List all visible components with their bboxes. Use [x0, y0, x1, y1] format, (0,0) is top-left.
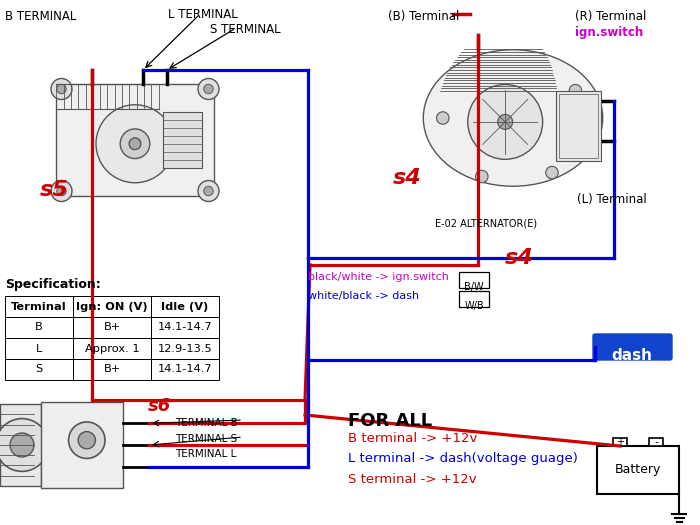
Circle shape — [198, 79, 219, 100]
Text: Approx. 1: Approx. 1 — [85, 343, 139, 353]
Bar — [459, 272, 489, 288]
Circle shape — [10, 433, 34, 457]
Ellipse shape — [424, 50, 603, 186]
Text: dash: dash — [612, 348, 652, 363]
Bar — [151, 338, 219, 359]
Circle shape — [57, 85, 66, 94]
Circle shape — [120, 129, 150, 159]
Bar — [56, 84, 213, 196]
Bar — [41, 402, 122, 488]
Bar — [1, 404, 41, 486]
Circle shape — [129, 138, 141, 150]
Text: Ign: ON (V): Ign: ON (V) — [76, 301, 148, 311]
Text: TERMINAL L: TERMINAL L — [175, 449, 237, 459]
Text: 14.1-14.7: 14.1-14.7 — [158, 322, 212, 332]
Circle shape — [437, 112, 449, 124]
Text: E-02 ALTERNATOR(E): E-02 ALTERNATOR(E) — [435, 218, 537, 228]
Text: B/W: B/W — [464, 282, 484, 292]
Bar — [5, 359, 73, 380]
Text: S TERMINAL: S TERMINAL — [210, 23, 281, 36]
Bar — [5, 338, 73, 359]
Text: TERMINAL B: TERMINAL B — [175, 418, 238, 428]
Bar — [162, 112, 202, 168]
Bar — [649, 438, 663, 446]
Circle shape — [475, 170, 488, 183]
Text: white/black -> dash: white/black -> dash — [308, 291, 419, 301]
Circle shape — [69, 422, 105, 458]
Bar — [151, 317, 219, 338]
Circle shape — [51, 181, 72, 202]
Bar — [613, 438, 627, 446]
Bar — [597, 446, 679, 494]
Bar — [73, 317, 151, 338]
Circle shape — [204, 85, 214, 94]
Text: (L) Terminal: (L) Terminal — [577, 193, 647, 206]
Text: B terminal -> +12v: B terminal -> +12v — [348, 432, 477, 445]
Text: S: S — [36, 364, 43, 374]
Circle shape — [51, 79, 72, 100]
Text: s4: s4 — [505, 248, 533, 268]
Text: +: + — [616, 437, 624, 447]
Circle shape — [498, 114, 512, 129]
FancyBboxPatch shape — [593, 334, 672, 360]
Bar — [73, 296, 151, 317]
Bar — [5, 296, 73, 317]
Circle shape — [546, 166, 558, 179]
Bar — [151, 359, 219, 380]
Text: 14.1-14.7: 14.1-14.7 — [158, 364, 212, 374]
Bar — [73, 359, 151, 380]
Circle shape — [57, 186, 66, 196]
Text: Battery: Battery — [615, 464, 662, 477]
Bar — [151, 296, 219, 317]
Text: FOR ALL: FOR ALL — [348, 412, 432, 430]
Circle shape — [0, 418, 48, 471]
Circle shape — [78, 432, 95, 449]
Bar — [559, 93, 598, 158]
Bar — [73, 338, 151, 359]
Text: W/B: W/B — [464, 301, 484, 311]
Text: s4: s4 — [393, 168, 421, 188]
Circle shape — [96, 105, 174, 183]
Bar — [459, 291, 489, 307]
Text: s6: s6 — [148, 397, 172, 415]
Text: -: - — [654, 437, 658, 447]
Text: TERMINAL S: TERMINAL S — [175, 434, 237, 444]
Text: B TERMINAL: B TERMINAL — [5, 10, 76, 23]
Text: Idle (V): Idle (V) — [162, 301, 209, 311]
Text: L TERMINAL: L TERMINAL — [168, 8, 238, 21]
Text: (B) Terminal: (B) Terminal — [388, 10, 459, 23]
Text: 12.9-13.5: 12.9-13.5 — [158, 343, 212, 353]
Text: B+: B+ — [104, 364, 120, 374]
Circle shape — [569, 85, 582, 97]
Bar — [556, 91, 601, 161]
Circle shape — [198, 181, 219, 202]
Bar — [5, 317, 73, 338]
Text: (R) Terminal: (R) Terminal — [575, 10, 646, 23]
Text: Terminal: Terminal — [11, 301, 67, 311]
Text: S terminal -> +12v: S terminal -> +12v — [348, 473, 477, 486]
Text: L: L — [36, 343, 42, 353]
Circle shape — [468, 85, 542, 160]
Circle shape — [204, 186, 214, 196]
Text: L terminal -> dash(voltage guage): L terminal -> dash(voltage guage) — [348, 452, 578, 465]
Text: B+: B+ — [104, 322, 120, 332]
Text: s5: s5 — [40, 180, 69, 200]
Text: Specification:: Specification: — [5, 278, 101, 291]
Text: black/white -> ign.switch: black/white -> ign.switch — [308, 272, 449, 282]
Text: B: B — [35, 322, 43, 332]
Text: ign.switch: ign.switch — [575, 26, 643, 39]
